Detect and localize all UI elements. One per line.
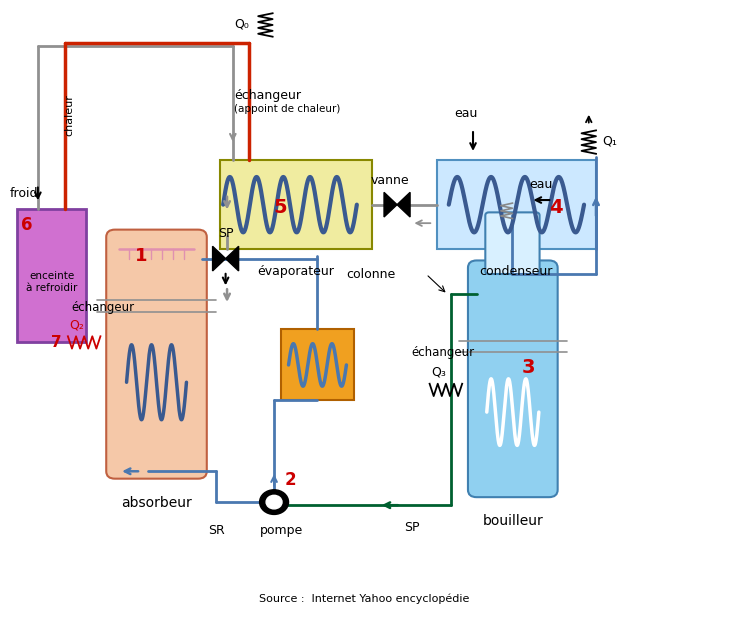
Bar [281,330,354,401]
Text: eau: eau [530,178,553,191]
Text: Q₃: Q₃ [431,366,446,379]
Text: SR: SR [208,524,225,537]
Text: bouilleur: bouilleur [483,514,543,529]
Text: SP: SP [404,521,419,534]
Text: 6: 6 [21,216,32,234]
Circle shape [266,495,282,509]
Circle shape [260,490,289,514]
Text: échangeur: échangeur [234,89,301,102]
Text: pompe: pompe [260,524,303,537]
Text: colonne: colonne [346,267,396,281]
Text: Q₂: Q₂ [69,318,85,332]
FancyBboxPatch shape [486,212,539,274]
Polygon shape [384,192,397,217]
Polygon shape [213,246,225,271]
Text: 4: 4 [550,198,563,217]
FancyBboxPatch shape [106,230,207,479]
Text: 5: 5 [274,198,287,217]
Text: eau: eau [454,107,477,120]
Text: condenseur: condenseur [480,265,553,278]
Text: échangeur: échangeur [71,301,135,314]
Text: échangeur: échangeur [412,346,475,359]
Text: 3: 3 [522,358,536,377]
Text: Source :  Internet Yahoo encyclopédie: Source : Internet Yahoo encyclopédie [260,593,469,604]
Text: 1: 1 [136,246,148,264]
Text: chaleur: chaleur [64,95,74,136]
Polygon shape [225,246,238,271]
Text: Q₀: Q₀ [235,18,249,31]
Bar [17,209,86,342]
Text: SP: SP [218,227,233,240]
Text: absorbeur: absorbeur [121,496,192,510]
FancyBboxPatch shape [468,261,558,497]
Text: évaporateur: évaporateur [257,265,334,278]
Text: (appoint de chaleur): (appoint de chaleur) [234,104,340,114]
Polygon shape [397,192,410,217]
Text: 7: 7 [52,335,62,350]
Text: Q₁: Q₁ [602,135,617,148]
Text: 2: 2 [285,471,297,489]
Text: froid: froid [10,187,39,200]
Text: vanne: vanne [370,174,409,187]
Bar [437,160,596,249]
Text: enceinte
à refroidir: enceinte à refroidir [26,271,77,292]
Bar [220,160,372,249]
